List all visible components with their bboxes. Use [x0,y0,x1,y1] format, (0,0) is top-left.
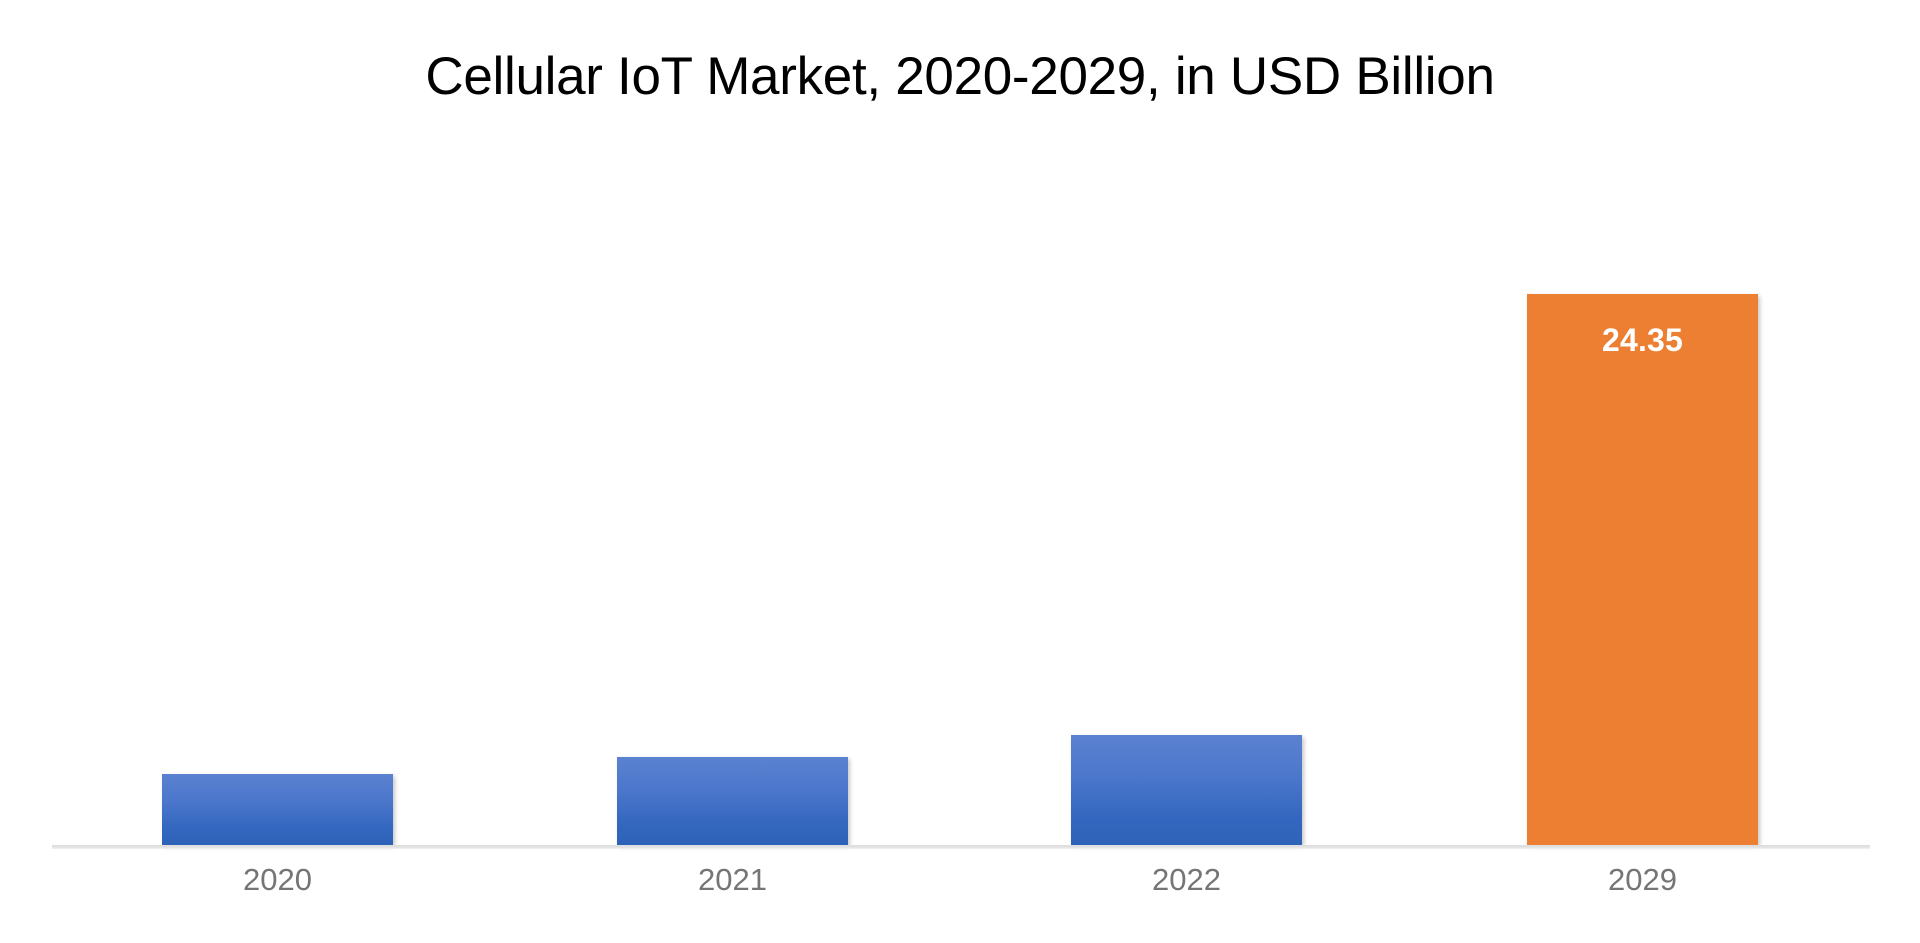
bar-2021[interactable] [617,757,848,845]
chart-title: Cellular IoT Market, 2020-2029, in USD B… [425,47,1495,106]
bar-2020[interactable] [162,774,393,845]
category-label-2022: 2022 [1152,862,1221,897]
category-axis-line [52,845,1870,849]
category-label-2029: 2029 [1608,862,1677,897]
bar-2029[interactable]: 24.35 [1527,294,1758,845]
category-label-2020: 2020 [243,862,312,897]
bar-value-label-2029: 24.35 [1601,322,1684,358]
bar-2022[interactable] [1071,735,1302,845]
category-label-2021: 2021 [698,862,767,897]
